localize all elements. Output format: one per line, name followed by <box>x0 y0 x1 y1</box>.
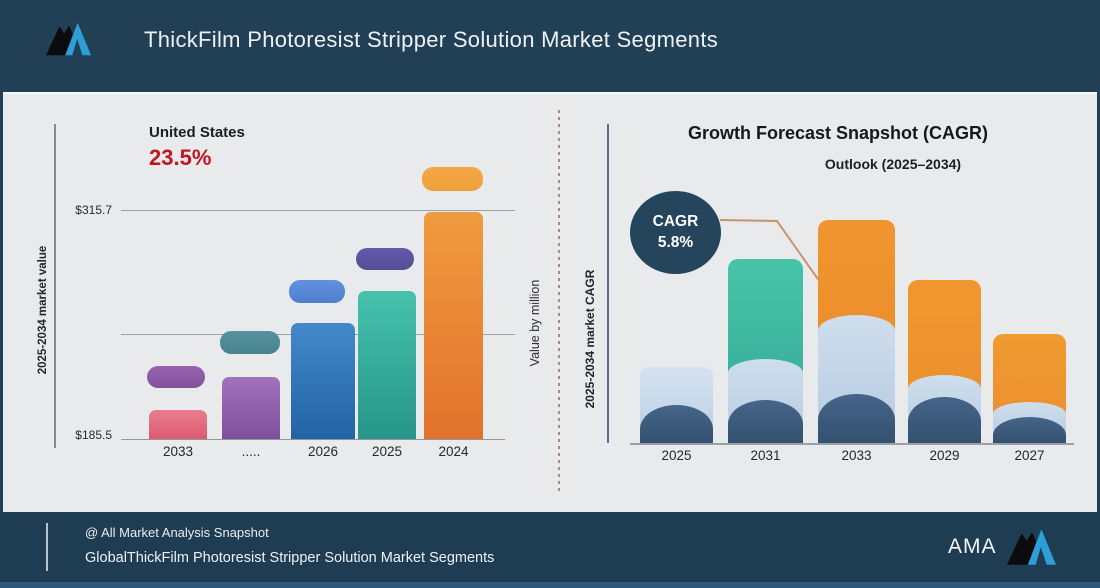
right-x-label-2033: 2033 <box>841 448 872 463</box>
right-bar-2029-segment-3 <box>908 397 981 443</box>
left-bar-cap-..... <box>220 331 280 354</box>
right-x-label-2025: 2025 <box>661 448 692 463</box>
cagr-badge-value: 5.8% <box>657 233 694 251</box>
footer-brand-text: AMA <box>948 535 997 558</box>
right-bar-2027-segment-3 <box>993 417 1066 443</box>
middle-axis-title: Value by million <box>528 279 542 367</box>
right-x-label-2031: 2031 <box>750 448 781 463</box>
left-x-axis-line <box>121 439 505 440</box>
left-y-axis-title: 2025-2034 market value <box>37 245 49 375</box>
footer: @ All Market Analysis Snapshot GlobalThi… <box>0 512 1100 588</box>
left-y-tick-top: $315.7 <box>75 203 112 217</box>
right-x-axis-line <box>630 443 1074 445</box>
left-bar-2033 <box>149 410 207 439</box>
cagr-badge: CAGR 5.8% <box>630 191 721 274</box>
footer-credit: @ All Market Analysis Snapshot <box>85 525 269 540</box>
ama-logo-footer-icon <box>1007 529 1056 565</box>
left-bar-cap-2026 <box>289 280 345 303</box>
left-x-label-2033: 2033 <box>162 444 194 459</box>
right-bar-2025-segment-2 <box>640 405 713 443</box>
left-x-label-2025: 2025 <box>371 444 403 459</box>
left-x-label-2024: 2024 <box>438 444 469 459</box>
left-bar-..... <box>222 377 280 439</box>
right-bar-2031-segment-3 <box>728 400 803 443</box>
left-bar-cap-2024 <box>422 167 483 191</box>
left-y-axis-line <box>54 124 56 448</box>
footer-divider-line <box>46 523 48 571</box>
left-gridline-top <box>121 210 515 211</box>
left-x-label-.....: ..... <box>241 444 261 459</box>
left-chart-highlight-value: 23.5% <box>149 145 212 170</box>
right-x-label-2027: 2027 <box>1014 448 1045 463</box>
page-title: ThickFilm Photoresist Stripper Solution … <box>144 27 719 52</box>
left-bar-cap-2033 <box>147 366 205 388</box>
header: ThickFilm Photoresist Stripper Solution … <box>0 0 1100 92</box>
right-y-axis-title: 2025-2034 market CAGR <box>583 269 597 409</box>
left-chart-heading: United States <box>149 124 245 141</box>
footer-bottom-strip <box>0 582 1100 588</box>
right-chart-title: Growth Forecast Snapshot (CAGR) <box>687 123 988 143</box>
left-y-tick-bottom: $185.5 <box>75 428 112 442</box>
left-bar-cap-2025 <box>356 248 414 270</box>
right-x-label-2029: 2029 <box>929 448 960 463</box>
ama-logo-icon <box>46 22 92 56</box>
cagr-badge-label: CAGR <box>652 212 699 230</box>
footer-report-title: GlobalThickFilm Photoresist Stripper Sol… <box>85 550 495 566</box>
left-bar-2024 <box>424 212 483 439</box>
panel-divider <box>558 110 560 492</box>
right-y-axis-line <box>607 124 609 443</box>
charts-panel: 2025-2034 market value United States 23.… <box>3 92 1097 512</box>
right-chart-subtitle: Outlook (2025–2034) <box>824 156 962 172</box>
left-bar-2025 <box>358 291 416 439</box>
left-bar-2026 <box>291 323 355 439</box>
left-x-label-2026: 2026 <box>307 444 339 459</box>
right-bar-2033-segment-3 <box>818 394 895 443</box>
